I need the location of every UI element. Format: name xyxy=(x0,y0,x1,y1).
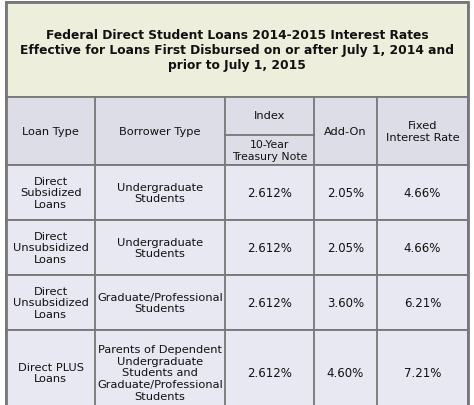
Text: Add-On: Add-On xyxy=(324,127,367,136)
Text: 3.60%: 3.60% xyxy=(327,296,364,309)
Text: Undergraduate
Students: Undergraduate Students xyxy=(117,182,203,204)
Text: Fixed
Interest Rate: Fixed Interest Rate xyxy=(385,121,459,143)
Text: 2.05%: 2.05% xyxy=(327,241,364,254)
Text: Federal Direct Student Loans 2014-2015 Interest Rates
Effective for Loans First : Federal Direct Student Loans 2014-2015 I… xyxy=(20,29,454,72)
Text: 2.612%: 2.612% xyxy=(247,241,292,254)
Bar xyxy=(6,98,468,166)
Text: Graduate/Professional
Students: Graduate/Professional Students xyxy=(97,292,223,313)
Text: Direct
Unsubsidized
Loans: Direct Unsubsidized Loans xyxy=(13,286,89,319)
Text: 6.21%: 6.21% xyxy=(404,296,441,309)
Text: Direct
Subsidized
Loans: Direct Subsidized Loans xyxy=(20,177,82,209)
Text: Undergraduate
Students: Undergraduate Students xyxy=(117,237,203,259)
Text: 2.612%: 2.612% xyxy=(247,296,292,309)
Text: Index: Index xyxy=(254,111,285,120)
Text: 4.66%: 4.66% xyxy=(404,241,441,254)
Bar xyxy=(6,275,468,330)
Text: 4.66%: 4.66% xyxy=(404,187,441,200)
Text: Direct
Unsubsidized
Loans: Direct Unsubsidized Loans xyxy=(13,231,89,264)
Text: Direct PLUS
Loans: Direct PLUS Loans xyxy=(18,362,83,384)
Text: 2.612%: 2.612% xyxy=(247,366,292,379)
Bar xyxy=(6,3,468,98)
Bar xyxy=(6,330,468,405)
Bar xyxy=(6,166,468,220)
Text: 7.21%: 7.21% xyxy=(404,366,441,379)
Bar xyxy=(6,220,468,275)
Text: 2.05%: 2.05% xyxy=(327,187,364,200)
Text: 2.612%: 2.612% xyxy=(247,187,292,200)
Text: Loan Type: Loan Type xyxy=(22,127,79,136)
Text: 4.60%: 4.60% xyxy=(327,366,364,379)
Text: Borrower Type: Borrower Type xyxy=(119,127,201,136)
Text: Parents of Dependent
Undergraduate
Students and
Graduate/Professional
Students: Parents of Dependent Undergraduate Stude… xyxy=(97,344,223,401)
Text: 10-Year
Treasury Note: 10-Year Treasury Note xyxy=(232,140,307,162)
